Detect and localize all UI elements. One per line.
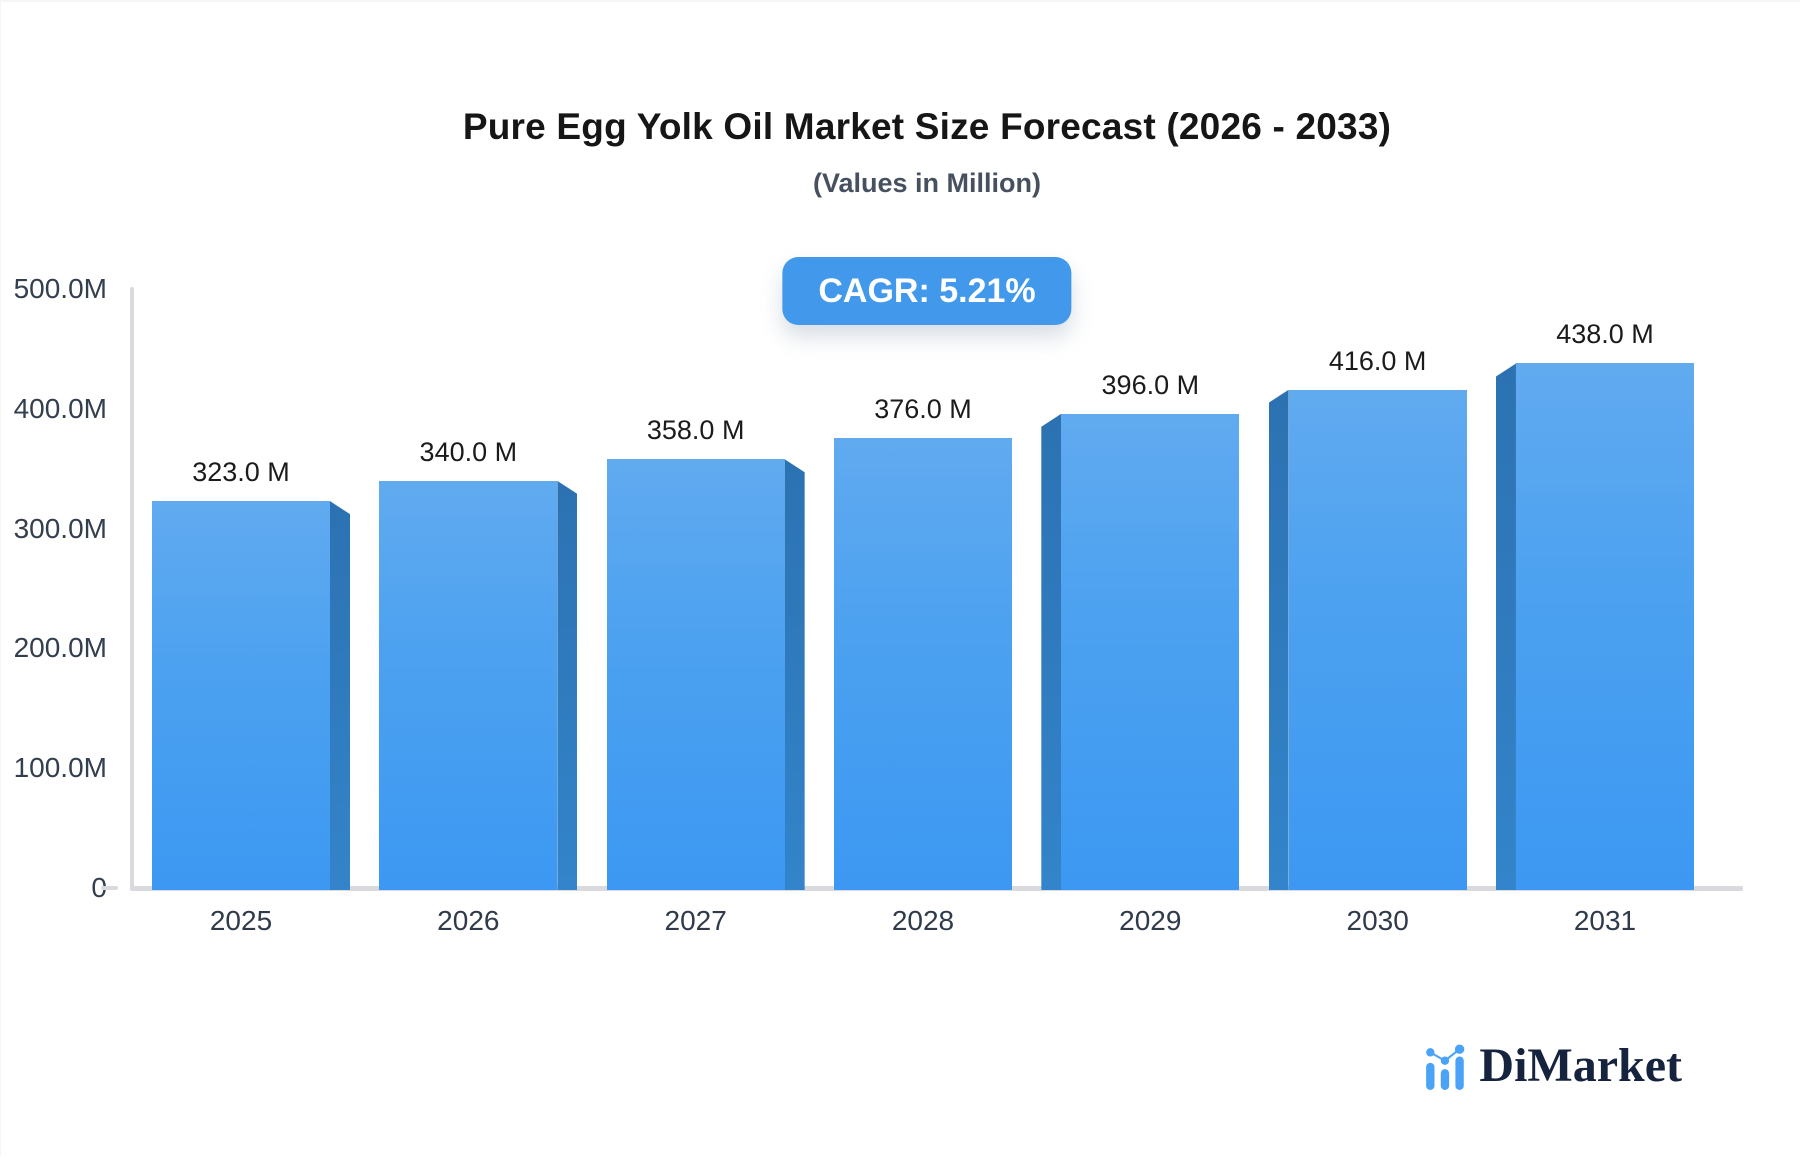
logo-text: DiMarket <box>1479 1039 1682 1092</box>
x-axis-tick-label: 2030 <box>1346 905 1409 936</box>
y-axis-line <box>130 287 134 891</box>
mini-bar-chart-icon <box>1426 1044 1465 1090</box>
bar-side-2025 <box>330 501 350 890</box>
bar-2028[interactable] <box>833 437 1012 890</box>
bar-2026[interactable] <box>379 480 558 890</box>
bar-value-label: 376.0 M <box>874 393 972 424</box>
y-axis-zero-tick <box>101 886 118 890</box>
y-axis-tick-label: 100.0M <box>13 752 107 784</box>
dimarket-logo: DiMarket <box>1425 1042 1682 1090</box>
y-axis-tick-label: 0 <box>91 872 107 903</box>
bar-value-label: 340.0 M <box>419 436 518 467</box>
bar-2029[interactable] <box>1061 413 1240 890</box>
y-axis-tick-label: 200.0M <box>13 632 107 664</box>
cagr-badge-label: CAGR: 5.21% <box>818 271 1036 310</box>
bar-side-2031 <box>1495 363 1516 890</box>
bar-value-label: 438.0 M <box>1556 319 1654 350</box>
x-axis-tick-label: 2025 <box>209 905 273 936</box>
bar-side-2029 <box>1041 413 1062 890</box>
bar-2025[interactable] <box>152 501 330 890</box>
bar-2031[interactable] <box>1515 363 1694 890</box>
bar-side-2030 <box>1268 389 1289 890</box>
y-axis-tick-label: 300.0M <box>13 512 107 544</box>
bar-side-2026 <box>557 480 578 890</box>
bar-2027[interactable] <box>606 459 785 890</box>
cagr-badge: CAGR: 5.21% <box>782 257 1072 325</box>
chart-title: Pure Egg Yolk Oil Market Size Forecast (… <box>462 106 1392 147</box>
bar-value-label: 358.0 M <box>646 415 745 446</box>
bar-2030[interactable] <box>1288 389 1467 890</box>
bar-side-2027 <box>784 459 805 890</box>
y-axis-tick-label: 400.0M <box>13 392 107 424</box>
bar-value-label: 396.0 M <box>1101 369 1200 400</box>
x-axis-tick-label: 2031 <box>1573 905 1637 936</box>
y-axis-tick-label: 500.0M <box>13 273 107 305</box>
bar-value-label: 416.0 M <box>1328 345 1427 376</box>
bar-value-label: 323.0 M <box>192 457 290 488</box>
x-axis-tick-label: 2027 <box>664 905 727 936</box>
chart-subtitle: (Values in Million) <box>812 168 1042 198</box>
x-axis-tick-label: 2028 <box>891 905 955 936</box>
x-axis-tick-label: 2026 <box>437 905 500 936</box>
x-axis-tick-label: 2029 <box>1119 905 1182 936</box>
